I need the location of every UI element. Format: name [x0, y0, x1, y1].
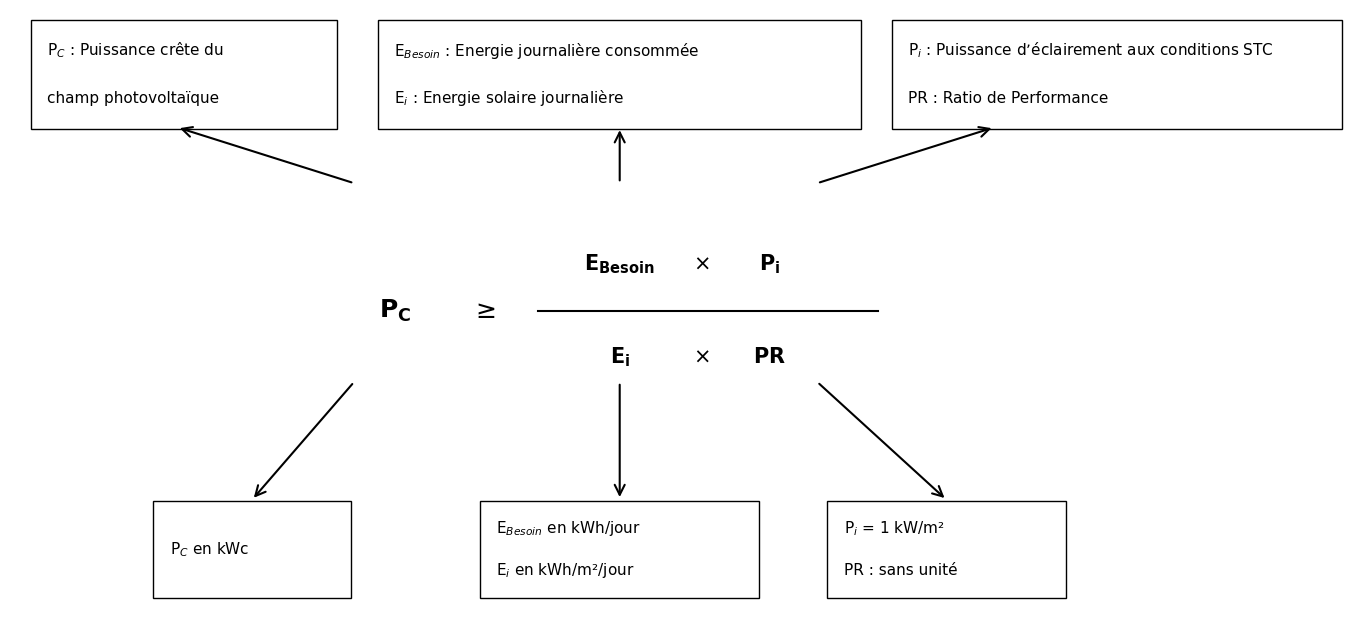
Text: $\mathbf{P_i}$: $\mathbf{P_i}$ [759, 252, 780, 276]
Text: E$_{Besoin}$ : Energie journalière consommée: E$_{Besoin}$ : Energie journalière conso… [395, 40, 700, 61]
Text: $\times$: $\times$ [693, 347, 710, 367]
FancyBboxPatch shape [827, 502, 1065, 597]
Text: PR : sans unité: PR : sans unité [843, 563, 957, 578]
Text: E$_i$ en kWh/m²/jour: E$_i$ en kWh/m²/jour [497, 561, 635, 580]
Text: $\times$: $\times$ [693, 254, 710, 274]
FancyBboxPatch shape [481, 502, 759, 597]
Text: P$_i$ = 1 kW/m²: P$_i$ = 1 kW/m² [843, 519, 945, 538]
Text: P$_C$ en kWc: P$_C$ en kWc [169, 540, 249, 559]
Text: $\mathbf{P_C}$: $\mathbf{P_C}$ [379, 297, 411, 324]
Text: P$_i$ : Puissance d’éclairement aux conditions STC: P$_i$ : Puissance d’éclairement aux cond… [908, 41, 1275, 60]
Text: $\mathbf{E_{Besoin}}$: $\mathbf{E_{Besoin}}$ [584, 252, 655, 276]
FancyBboxPatch shape [892, 20, 1342, 129]
Text: champ photovoltaïque: champ photovoltaïque [46, 91, 219, 106]
Text: E$_{Besoin}$ en kWh/jour: E$_{Besoin}$ en kWh/jour [497, 519, 642, 538]
Text: PR : Ratio de Performance: PR : Ratio de Performance [908, 91, 1109, 106]
Text: $\mathbf{PR}$: $\mathbf{PR}$ [753, 347, 786, 367]
Text: P$_C$ : Puissance crête du: P$_C$ : Puissance crête du [46, 41, 223, 60]
FancyBboxPatch shape [31, 20, 336, 129]
Text: $\geq$: $\geq$ [471, 299, 496, 322]
Text: E$_i$ : Energie solaire journalière: E$_i$ : Energie solaire journalière [395, 88, 624, 109]
FancyBboxPatch shape [379, 20, 861, 129]
Text: $\mathbf{E_i}$: $\mathbf{E_i}$ [610, 345, 629, 369]
FancyBboxPatch shape [153, 502, 351, 597]
